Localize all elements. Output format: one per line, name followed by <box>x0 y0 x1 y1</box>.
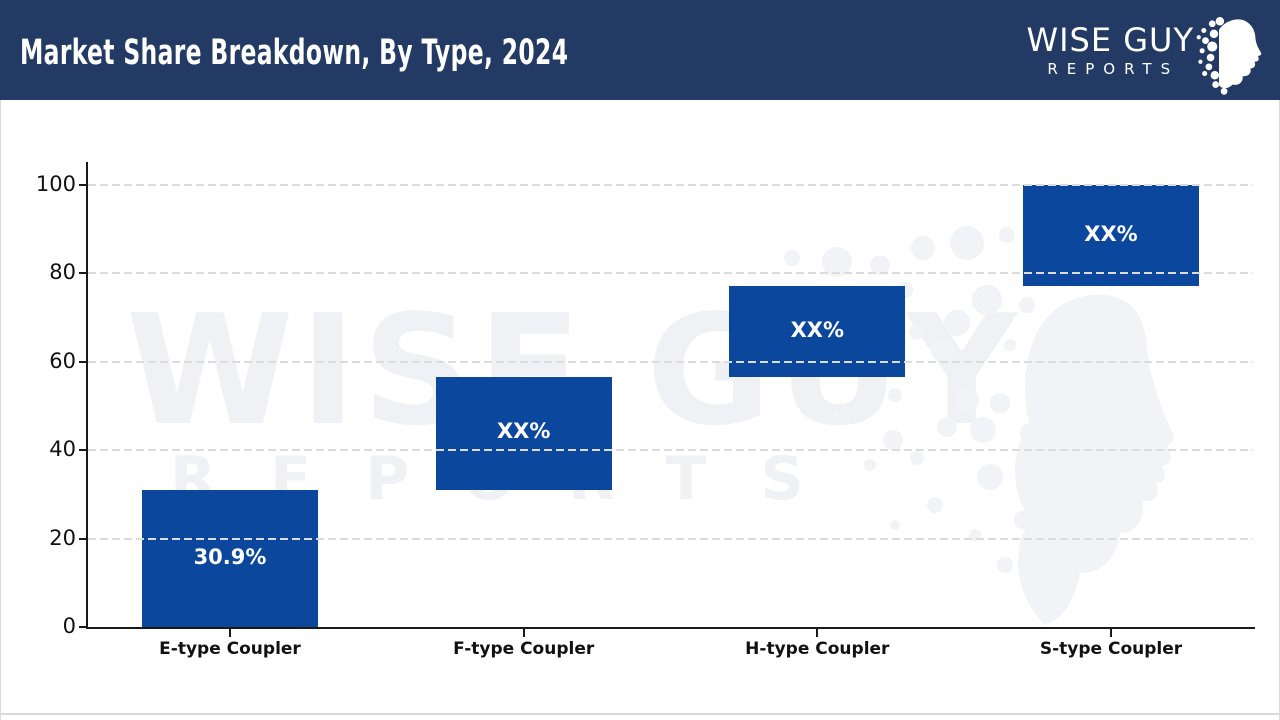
bar-value-label: XX% <box>496 419 551 444</box>
bar-segment <box>142 490 318 627</box>
left-border <box>0 100 1 720</box>
bar-value-label: 30.9% <box>193 544 267 569</box>
y-tick-label: 0 <box>62 614 76 638</box>
y-tickmark <box>79 272 86 275</box>
y-tickmark <box>79 360 86 363</box>
bar-segment <box>435 376 612 491</box>
logo-subtitle: REPORTS <box>1047 60 1180 78</box>
wise-guy-logo: WISE GUY REPORTS <box>1012 5 1272 97</box>
gridline <box>88 360 1253 363</box>
bar-value-label: XX% <box>790 317 845 342</box>
y-tickmark <box>79 537 86 540</box>
gridline <box>88 272 1253 275</box>
y-tick-label: 80 <box>49 260 76 285</box>
gridline <box>88 183 1253 186</box>
category-label: H-type Coupler <box>745 639 890 659</box>
y-tickmark <box>79 449 86 452</box>
y-tickmark <box>79 183 86 186</box>
logo-head-icon <box>1196 17 1262 95</box>
x-axis-line <box>86 627 1255 629</box>
bottom-rule <box>0 713 1280 715</box>
y-tick-label: 60 <box>49 348 76 373</box>
category-label: F-type Coupler <box>453 639 595 659</box>
y-tick-label: 20 <box>49 525 76 550</box>
x-tickmark <box>816 629 819 637</box>
y-tick-label: 40 <box>49 437 76 462</box>
category-label: E-type Coupler <box>159 639 301 659</box>
y-tick-label: 100 <box>35 171 76 196</box>
x-tickmark <box>522 629 525 637</box>
x-tickmark <box>229 629 231 637</box>
category-label: S-type Coupler <box>1039 639 1183 659</box>
logo-wordmark: WISE GUY <box>1026 21 1194 59</box>
bar-segment <box>1023 184 1199 287</box>
x-tickmark <box>1110 629 1112 637</box>
y-axis-line <box>86 162 88 629</box>
bar-value-label: XX% <box>1084 221 1138 246</box>
y-tickmark <box>79 626 86 628</box>
logo-text: WISE GUY REPORTS <box>1026 21 1194 78</box>
header-bar: Market Share Breakdown, By Type, 2024 WI… <box>0 0 1280 100</box>
page-title: Market Share Breakdown, By Type, 2024 <box>20 33 569 73</box>
gridline <box>88 537 1253 540</box>
gridline <box>88 449 1253 452</box>
